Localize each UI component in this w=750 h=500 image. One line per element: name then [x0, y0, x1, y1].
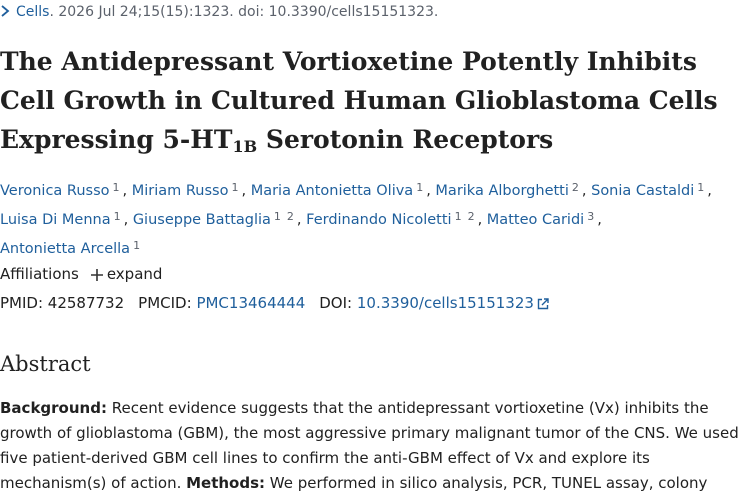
- journal-link[interactable]: Cells: [16, 4, 50, 20]
- author: Ferdinando Nicoletti 1 2,: [306, 210, 483, 228]
- identifier: PMID: 42587732: [0, 294, 124, 312]
- author: Luisa Di Menna 1,: [0, 210, 129, 228]
- identifier: DOI: 10.3390/cells15151323: [319, 294, 549, 312]
- author: Marika Alborghetti 2,: [435, 181, 587, 199]
- external-link-icon[interactable]: [537, 298, 549, 310]
- identifier: PMCID: PMC13464444: [138, 294, 305, 312]
- affiliation-number[interactable]: 1: [416, 181, 424, 194]
- affiliation-number[interactable]: 2: [571, 181, 579, 194]
- chevron-icon: [1, 5, 10, 17]
- identifier-value[interactable]: 10.3390/cells15151323: [356, 294, 534, 312]
- author: Miriam Russo 1,: [131, 181, 247, 199]
- identifier-label: PMID:: [0, 294, 44, 312]
- author-link[interactable]: Sonia Castaldi: [591, 183, 695, 199]
- section-label: Methods:: [186, 474, 266, 492]
- author-separator: ,: [597, 212, 602, 228]
- citation: Cells. 2026 Jul 24;15(15):1323. doi: 10.…: [0, 4, 438, 20]
- author: Giuseppe Battaglia 1 2,: [132, 210, 302, 228]
- identifier-value[interactable]: PMC13464444: [196, 294, 306, 312]
- expand-button[interactable]: expand: [106, 265, 163, 283]
- author-link[interactable]: Luisa Di Menna: [0, 212, 111, 228]
- author: Veronica Russo 1,: [0, 181, 128, 199]
- author-link[interactable]: Ferdinando Nicoletti: [306, 212, 452, 228]
- affiliation-number[interactable]: 1: [697, 181, 705, 194]
- author-link[interactable]: Matteo Caridi: [486, 212, 585, 228]
- author-link[interactable]: Marika Alborghetti: [435, 183, 569, 199]
- author-list: Veronica Russo 1, Miriam Russo 1, Maria An…: [0, 175, 745, 262]
- author-link[interactable]: Miriam Russo: [131, 183, 229, 199]
- affiliation-number[interactable]: 3: [587, 210, 595, 223]
- author: Maria Antonietta Oliva 1,: [250, 181, 431, 199]
- affiliations-row: Affiliations expand: [0, 265, 162, 283]
- author-link[interactable]: Antonietta Arcella: [0, 241, 131, 257]
- affiliation-number[interactable]: 1: [273, 210, 281, 223]
- author-separator: ,: [123, 212, 129, 228]
- title-subscript: 1B: [232, 137, 258, 156]
- section-text: Recent evidence suggests that the antide…: [0, 399, 739, 492]
- author-separator: ,: [122, 183, 128, 199]
- affiliation-number[interactable]: 2: [286, 210, 294, 223]
- affiliation-number[interactable]: 1: [231, 181, 239, 194]
- author-separator: ,: [426, 183, 431, 199]
- title-main: The Antidepressant Vortioxetine Potently…: [0, 47, 718, 154]
- identifier-label: DOI:: [319, 294, 353, 312]
- affiliation-number[interactable]: 1: [133, 239, 141, 252]
- identifiers: PMID: 42587732 PMCID: PMC13464444 DOI: 10.…: [0, 294, 563, 312]
- section-label: Background:: [0, 399, 107, 417]
- affiliation-number[interactable]: 1: [112, 181, 120, 194]
- affiliations-label: Affiliations: [0, 265, 79, 283]
- author-separator: ,: [296, 212, 302, 228]
- author: Matteo Caridi 3,: [486, 210, 602, 228]
- affiliation-number[interactable]: 1: [454, 210, 462, 223]
- citation-details: . 2026 Jul 24;15(15):1323. doi: 10.3390/…: [49, 4, 439, 20]
- author-separator: ,: [477, 212, 483, 228]
- title-end: Serotonin Receptors: [257, 125, 554, 154]
- author-separator: ,: [707, 183, 712, 199]
- affiliation-number[interactable]: 2: [467, 210, 475, 223]
- author-separator: ,: [581, 183, 587, 199]
- plus-icon[interactable]: [90, 269, 103, 281]
- abstract-text: Background: Recent evidence suggests tha…: [0, 396, 745, 500]
- author-link[interactable]: Veronica Russo: [0, 183, 110, 199]
- article-title: The Antidepressant Vortioxetine Potently…: [0, 42, 720, 159]
- author-link[interactable]: Giuseppe Battaglia: [132, 212, 271, 228]
- author: Antonietta Arcella 1: [0, 239, 143, 257]
- author-separator: ,: [241, 183, 247, 199]
- affiliation-number[interactable]: 1: [113, 210, 121, 223]
- identifier-value: 42587732: [47, 294, 125, 312]
- identifier-label: PMCID:: [138, 294, 192, 312]
- abstract-heading: Abstract: [0, 352, 91, 376]
- author-link[interactable]: Maria Antonietta Oliva: [250, 183, 414, 199]
- author: Sonia Castaldi 1,: [591, 181, 712, 199]
